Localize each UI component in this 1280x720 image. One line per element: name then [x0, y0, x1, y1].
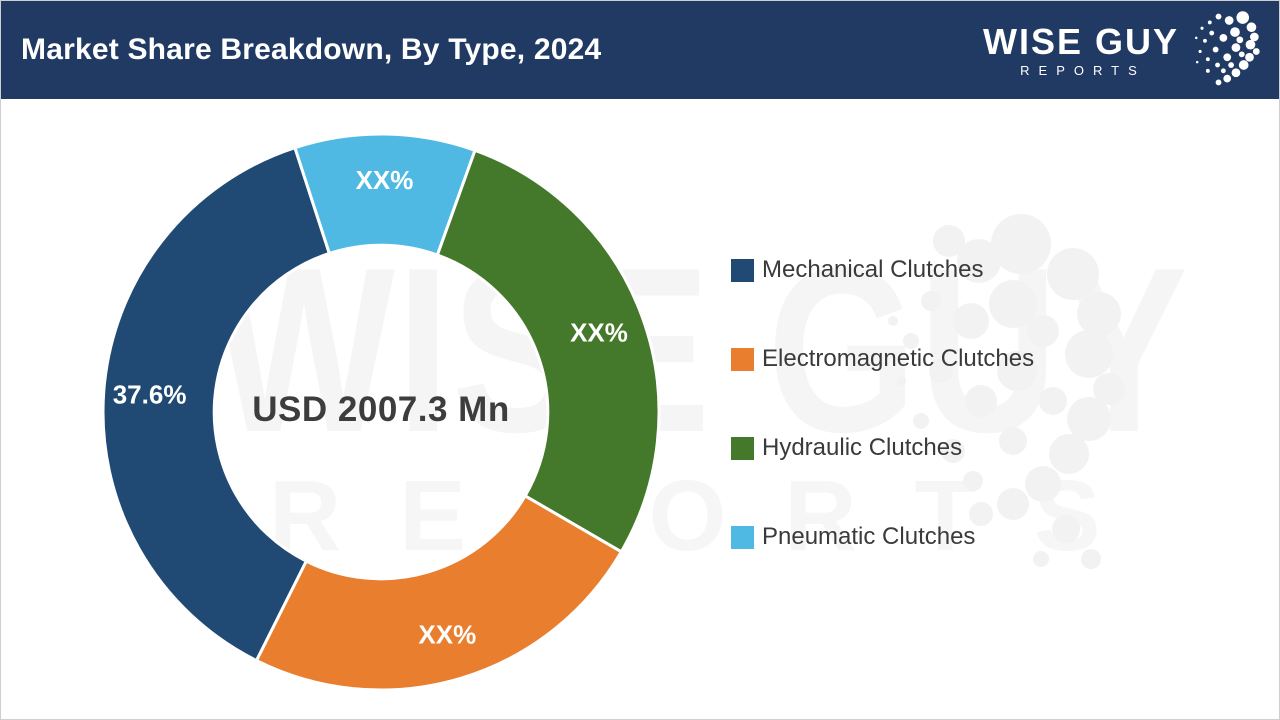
legend-label: Electromagnetic Clutches — [762, 345, 1035, 372]
watermark-head-icon — [888, 214, 1125, 569]
donut-segment-label-0: 37.6% — [113, 380, 187, 410]
legend-item-electromagnetic: Electromagnetic Clutches — [731, 345, 1034, 373]
legend-swatch-mechanical — [731, 258, 754, 282]
legend-label: Pneumatic Clutches — [762, 523, 976, 550]
chart-center-value: USD 2007.3 Mn — [252, 390, 510, 429]
logo-wordmark: WISE GUY — [982, 20, 1179, 62]
legend-label: Hydraulic Clutches — [762, 434, 963, 461]
donut-segment-2 — [435, 148, 661, 554]
donut-segment-3 — [255, 494, 623, 692]
logo-subtitle: REPORTS — [1020, 62, 1146, 78]
legend-item-hydraulic: Hydraulic Clutches — [731, 434, 1034, 462]
legend-item-pneumatic: Pneumatic Clutches — [731, 523, 1034, 551]
legend-item-mechanical: Mechanical Clutches — [731, 256, 1034, 284]
legend-swatch-hydraulic — [731, 436, 754, 460]
legend-swatch-electromagnetic — [731, 347, 754, 371]
chart-area: WISE GUY REPORTS 37.6% XX% XX% XX% USD 2007… — [1, 99, 1279, 719]
donut-segment-label-3: XX% — [418, 619, 476, 649]
header: Market Share Breakdown, By Type, 2024 WI… — [1, 1, 1279, 99]
legend-swatch-pneumatic — [731, 525, 754, 549]
donut-segment-0 — [101, 146, 331, 663]
donut-segment-label-2: XX% — [570, 318, 628, 348]
legend: Mechanical Clutches Electromagnetic Clut… — [731, 256, 1034, 551]
legend-label: Mechanical Clutches — [762, 256, 984, 283]
donut-segment-label-1: XX% — [356, 165, 414, 195]
donut-chart: 37.6% XX% XX% XX% — [101, 132, 661, 692]
logo-head-icon — [1194, 11, 1260, 86]
wiseguy-logo: WISE GUY REPORTS — [983, 7, 1265, 93]
page-title: Market Share Breakdown, By Type, 2024 — [21, 33, 602, 66]
logo-text: WISE GUY REPORTS — [982, 20, 1179, 78]
watermark-subtitle: REPORTS — [269, 460, 1159, 572]
